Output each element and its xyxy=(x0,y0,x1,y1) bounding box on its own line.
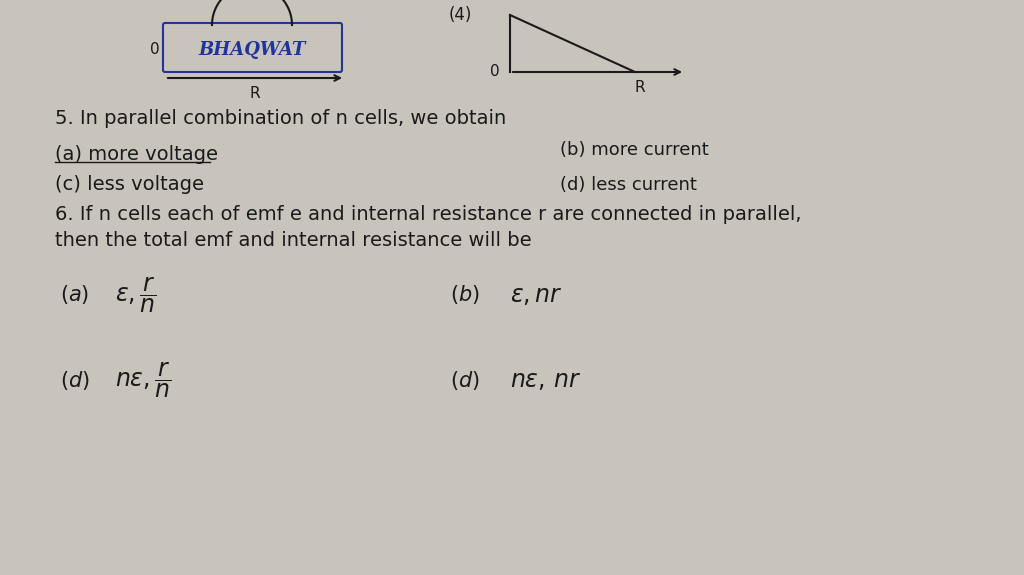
Text: 5. In parallel combination of n cells, we obtain: 5. In parallel combination of n cells, w… xyxy=(55,109,506,128)
Text: $\varepsilon,\dfrac{r}{n}$: $\varepsilon,\dfrac{r}{n}$ xyxy=(115,275,157,315)
Text: $n\varepsilon,\,nr$: $n\varepsilon,\,nr$ xyxy=(510,368,582,392)
Text: R: R xyxy=(250,86,260,101)
Text: (4): (4) xyxy=(449,6,472,24)
Text: 0: 0 xyxy=(151,43,160,58)
Text: BHAQWAT: BHAQWAT xyxy=(199,41,306,59)
FancyBboxPatch shape xyxy=(163,23,342,72)
Text: (d) less current: (d) less current xyxy=(560,176,697,194)
Text: 6. If n cells each of emf e and internal resistance r are connected in parallel,: 6. If n cells each of emf e and internal… xyxy=(55,205,802,224)
Text: $(d)$: $(d)$ xyxy=(60,369,90,392)
Text: (c) less voltage: (c) less voltage xyxy=(55,175,204,194)
Text: 0: 0 xyxy=(490,64,500,79)
Text: R: R xyxy=(635,81,645,95)
Text: then the total emf and internal resistance will be: then the total emf and internal resistan… xyxy=(55,231,531,250)
Text: $(b)$: $(b)$ xyxy=(450,283,480,306)
Text: $(a)$: $(a)$ xyxy=(60,283,89,306)
Text: (b) more current: (b) more current xyxy=(560,141,709,159)
Text: $(d)$: $(d)$ xyxy=(450,369,480,392)
Text: $n\varepsilon,\dfrac{r}{n}$: $n\varepsilon,\dfrac{r}{n}$ xyxy=(115,361,172,400)
Text: (a) more voltage: (a) more voltage xyxy=(55,145,218,164)
Text: $\varepsilon,nr$: $\varepsilon,nr$ xyxy=(510,283,563,307)
